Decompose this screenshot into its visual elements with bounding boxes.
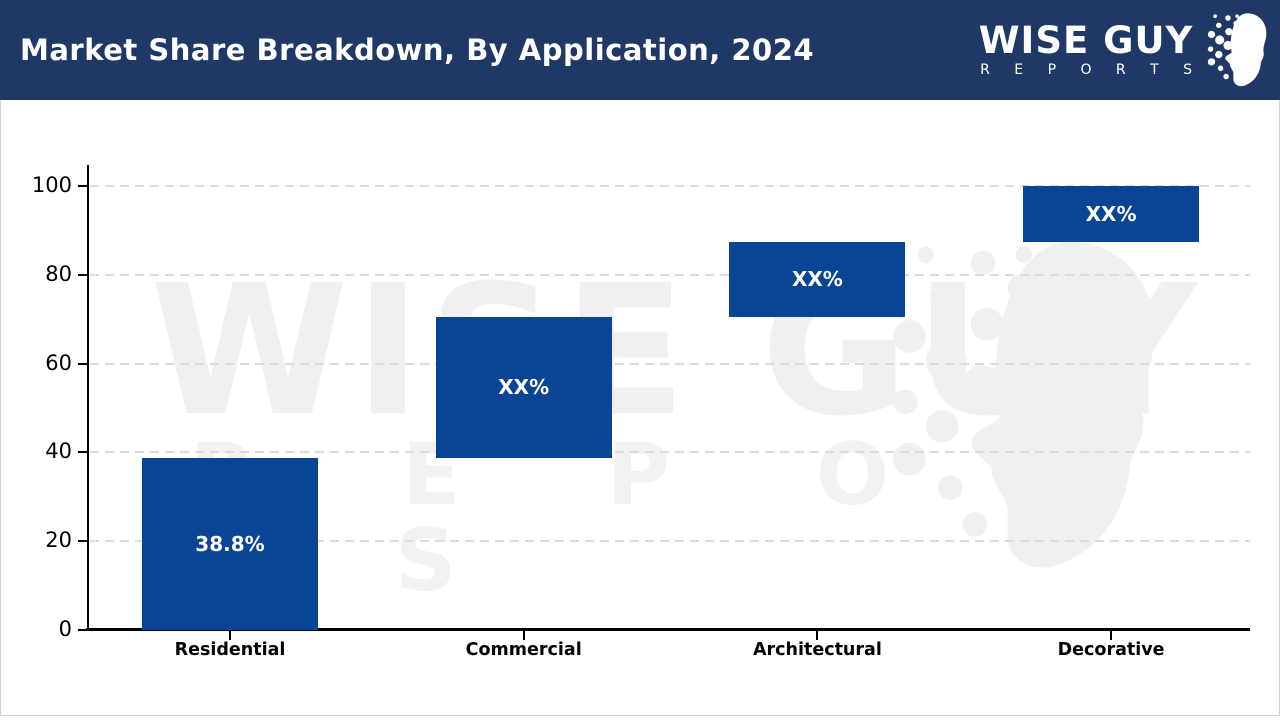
bar-value-label: XX% <box>791 267 843 292</box>
y-tick-label: 0 <box>58 617 72 641</box>
bar-value-label: 38.8% <box>195 531 265 556</box>
logo-reports-text: R E P O R T S <box>980 62 1202 78</box>
category-label-residential: Residential <box>174 640 286 660</box>
y-tick-label: 100 <box>31 173 72 197</box>
gridline-100 <box>90 185 1250 187</box>
header-bar: Market Share Breakdown, By Application, … <box>0 0 1280 100</box>
category-label-decorative: Decorative <box>1057 640 1165 660</box>
x-axis-line <box>86 628 1250 631</box>
x-tick-residential <box>229 631 231 640</box>
y-axis-line <box>87 165 89 631</box>
bar-value-label: XX% <box>1085 201 1137 226</box>
y-tick-40 <box>78 451 87 454</box>
gridline-20 <box>90 540 1250 543</box>
bar-value-label: XX% <box>498 375 550 400</box>
gridline-80 <box>90 273 1250 276</box>
wise-guy-logo: WISE GUY R E P O R T S <box>970 0 1267 100</box>
y-tick-100 <box>78 185 87 187</box>
y-tick-20 <box>78 540 87 543</box>
bar-commercial: XX% <box>435 316 612 458</box>
logo-wordmark: WISE GUY <box>978 19 1194 62</box>
y-tick-0 <box>78 629 87 631</box>
category-label-architectural: Architectural <box>752 640 882 660</box>
y-tick-label: 40 <box>45 439 72 464</box>
logo-face-icon <box>1207 13 1267 87</box>
y-tick-80 <box>78 273 87 276</box>
watermark-face-icon <box>893 242 1156 568</box>
gridline-40 <box>90 451 1250 454</box>
y-tick-label: 60 <box>45 350 72 375</box>
y-tick-label: 20 <box>45 528 72 553</box>
bar-decorative: XX% <box>1023 186 1200 242</box>
chart-title: Market Share Breakdown, By Application, … <box>20 33 815 67</box>
bar-residential: 38.8% <box>142 457 318 630</box>
gridline-60 <box>90 362 1250 365</box>
y-tick-60 <box>78 362 87 365</box>
bar-architectural: XX% <box>729 242 906 317</box>
y-tick-label: 80 <box>45 261 72 286</box>
x-tick-commercial <box>522 631 525 640</box>
category-label-commercial: Commercial <box>465 640 582 660</box>
x-tick-architectural <box>816 631 819 640</box>
x-tick-decorative <box>1110 631 1113 640</box>
